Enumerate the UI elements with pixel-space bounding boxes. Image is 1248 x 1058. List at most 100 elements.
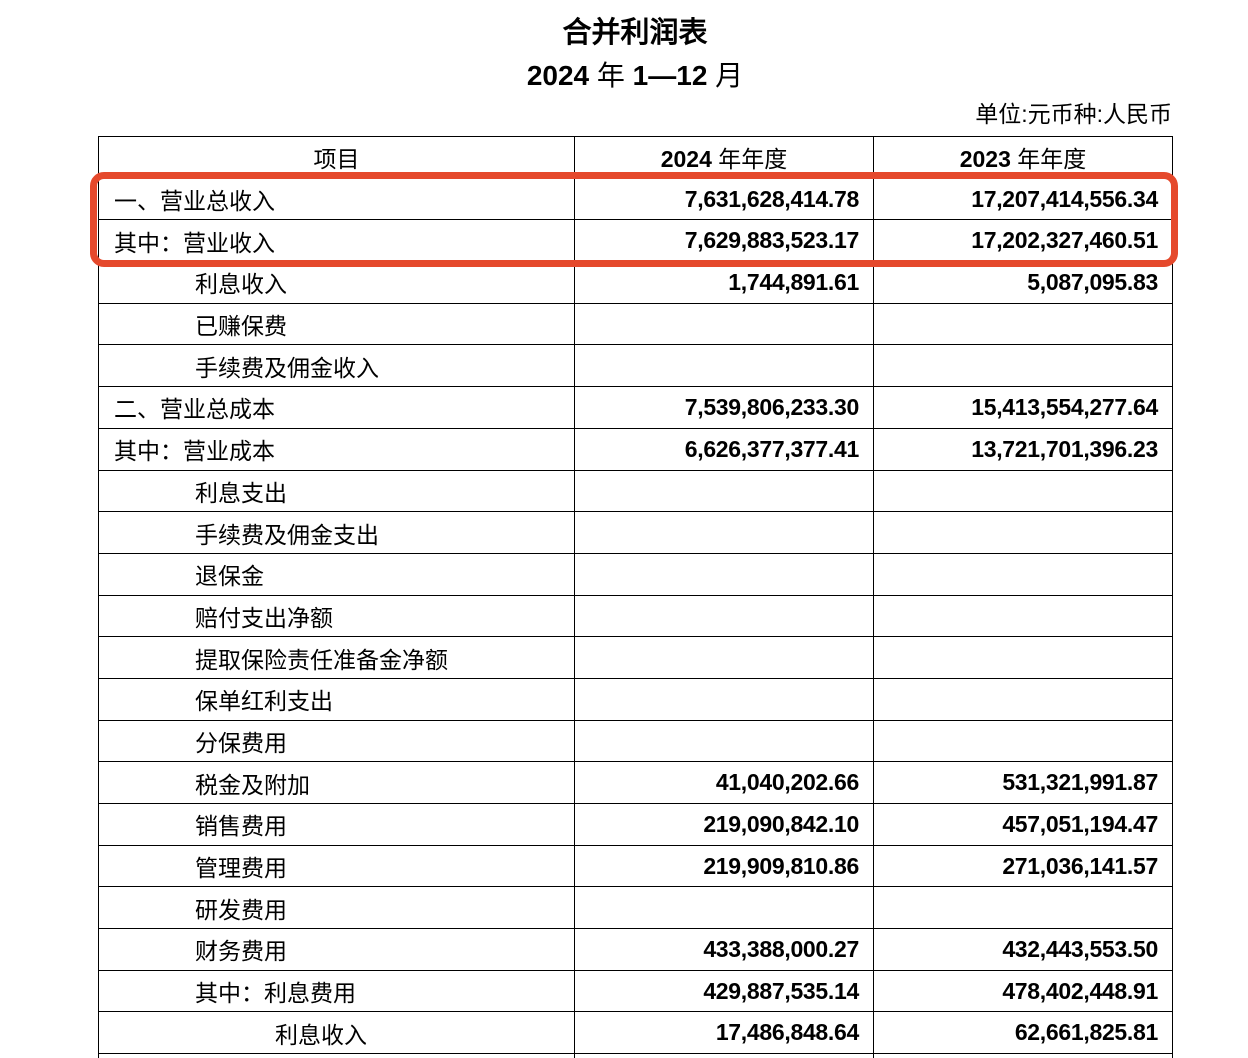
- item-label-cell: 手续费及佣金收入: [98, 344, 575, 388]
- item-label-cell: 利息支出: [98, 469, 575, 513]
- table-row: 已赚保费: [98, 302, 1173, 346]
- table-row: 手续费及佣金支出: [98, 511, 1173, 554]
- page-subtitle-part: 年: [589, 60, 633, 91]
- value-2023-cell: 17,207,414,556.34: [873, 177, 1173, 221]
- value-2023-cell: 13,721,701,396.23: [873, 427, 1173, 471]
- item-label-cell: 手续费及佣金支出: [98, 511, 575, 554]
- col-header-2023-suffix: 年年度: [1010, 146, 1087, 173]
- table-row: 保单红利支出: [98, 677, 1173, 721]
- page-title: 合并利润表: [562, 17, 708, 49]
- table-row-highlighted: 一、营业总收入 7,631,628,414.78 17,207,414,556.34: [98, 177, 1173, 221]
- value-2023-cell: [873, 719, 1173, 763]
- value-2023-cell: [873, 1053, 1173, 1058]
- value-2024-cell: [574, 469, 874, 513]
- item-label-cell: 税金及附加: [98, 761, 575, 804]
- item-label-cell: 二、营业总成本: [98, 386, 575, 429]
- table-row: 税金及附加 41,040,202.66 531,321,991.87: [98, 761, 1173, 804]
- value-2023-cell: [873, 636, 1173, 679]
- page-subtitle-part: 2024: [526, 60, 590, 91]
- table-row: 研发费用: [98, 886, 1173, 930]
- item-label-cell: 分保费用: [98, 719, 575, 763]
- table-body: 一、营业总收入 7,631,628,414.78 17,207,414,556.34…: [98, 177, 1173, 1058]
- table-row: 利息收入 17,486,848.64 62,661,825.81: [98, 1011, 1173, 1055]
- table-row: 分保费用: [98, 719, 1173, 763]
- table-row: 销售费用 219,090,842.10 457,051,194.47: [98, 803, 1173, 846]
- value-2024-cell: 6,626,377,377.41: [574, 427, 874, 471]
- item-label-cell: 其中：营业收入: [98, 219, 575, 263]
- item-label-cell: 已赚保费: [98, 302, 575, 346]
- col-header-2023: 2023 年年度: [873, 136, 1173, 179]
- col-header-2024: 2024 年年度: [574, 136, 874, 179]
- value-2023-cell: [873, 677, 1173, 721]
- header-row: 项目 2024 年年度 2023 年年度: [98, 136, 1173, 179]
- value-2023-cell: 5,087,095.83: [873, 261, 1173, 304]
- table-row: 手续费及佣金收入: [98, 344, 1173, 388]
- value-2024-cell: [574, 677, 874, 721]
- value-2024-cell: [574, 302, 874, 346]
- page-subtitle-part: 月: [707, 60, 744, 91]
- page-subtitle-part: 1—12: [632, 60, 708, 91]
- table-row: 退保金: [98, 552, 1173, 596]
- col-header-2024-number: 2024: [660, 146, 712, 173]
- table-row: 赔付支出净额: [98, 594, 1173, 638]
- col-header-2023-number: 2023: [959, 146, 1011, 173]
- page-subtitle: 2024 年 1—12 月: [98, 60, 1172, 92]
- value-2023-cell: 271,036,141.57: [873, 844, 1173, 888]
- value-2023-cell: 15,413,554,277.64: [873, 386, 1173, 429]
- value-2023-cell: [873, 594, 1173, 638]
- value-2024-cell: [574, 886, 874, 930]
- value-2024-cell: [574, 344, 874, 388]
- table-row: 二、营业总成本 7,539,806,233.30 15,413,554,277.64: [98, 386, 1173, 429]
- value-2023-cell: [873, 511, 1173, 554]
- table-row-clipped: [98, 1053, 1173, 1058]
- table-row: 管理费用 219,909,810.86 271,036,141.57: [98, 844, 1173, 888]
- value-2024-cell: 219,090,842.10: [574, 803, 874, 846]
- value-2023-cell: [873, 469, 1173, 513]
- value-2024-cell: [574, 719, 874, 763]
- value-2024-cell: [574, 552, 874, 596]
- value-2023-cell: [873, 552, 1173, 596]
- value-2024-cell: 7,631,628,414.78: [574, 177, 874, 221]
- value-2024-cell: [574, 636, 874, 679]
- item-label-cell: 退保金: [98, 552, 575, 596]
- value-2024-cell: 41,040,202.66: [574, 761, 874, 804]
- item-label-cell: 财务费用: [98, 928, 575, 971]
- value-2023-cell: [873, 886, 1173, 930]
- value-2024-cell: [574, 1053, 874, 1058]
- item-label-cell: 销售费用: [98, 803, 575, 846]
- item-label-cell: 其中：营业成本: [98, 427, 575, 471]
- value-2024-cell: [574, 511, 874, 554]
- table-row: 其中：营业成本 6,626,377,377.41 13,721,701,396.23: [98, 427, 1173, 471]
- value-2023-cell: 62,661,825.81: [873, 1011, 1173, 1055]
- item-label-cell: 提取保险责任准备金净额: [98, 636, 575, 679]
- income-statement-table: 项目 2024 年年度 2023 年年度 一、营业总收入 7,631,628,41…: [98, 136, 1173, 1058]
- value-2023-cell: 432,443,553.50: [873, 928, 1173, 971]
- item-label-cell: 利息收入: [98, 261, 575, 304]
- value-2024-cell: 1,744,891.61: [574, 261, 874, 304]
- table-row-highlighted: 其中：营业收入 7,629,883,523.17 17,202,327,460.51: [98, 219, 1173, 263]
- item-label-cell: 其中：利息费用: [98, 969, 575, 1013]
- item-label-cell: 管理费用: [98, 844, 575, 888]
- table-row: 其中：利息费用 429,887,535.14 478,402,448.91: [98, 969, 1173, 1013]
- col-header-2024-suffix: 年年度: [711, 146, 788, 173]
- table-row: 利息支出: [98, 469, 1173, 513]
- value-2024-cell: 219,909,810.86: [574, 844, 874, 888]
- item-label-cell: 一、营业总收入: [98, 177, 575, 221]
- document: 合并利润表 2024 年 1—12 月 单位:元币种:人民币 项目 2024 年…: [98, 0, 1173, 1058]
- value-2023-cell: 17,202,327,460.51: [873, 219, 1173, 263]
- table-row: 提取保险责任准备金净额: [98, 636, 1173, 679]
- value-2023-cell: 478,402,448.91: [873, 969, 1173, 1013]
- value-2024-cell: 429,887,535.14: [574, 969, 874, 1013]
- unit-note: 单位:元币种:人民币: [975, 101, 1172, 127]
- item-label-cell: [98, 1053, 575, 1058]
- value-2023-cell: 531,321,991.87: [873, 761, 1173, 804]
- value-2023-cell: 457,051,194.47: [873, 803, 1173, 846]
- item-label-cell: 利息收入: [98, 1011, 575, 1055]
- value-2024-cell: 433,388,000.27: [574, 928, 874, 971]
- table-row: 利息收入 1,744,891.61 5,087,095.83: [98, 261, 1173, 304]
- item-label-cell: 研发费用: [98, 886, 575, 930]
- value-2024-cell: [574, 594, 874, 638]
- item-label-cell: 赔付支出净额: [98, 594, 575, 638]
- value-2023-cell: [873, 344, 1173, 388]
- table-row: 财务费用 433,388,000.27 432,443,553.50: [98, 928, 1173, 971]
